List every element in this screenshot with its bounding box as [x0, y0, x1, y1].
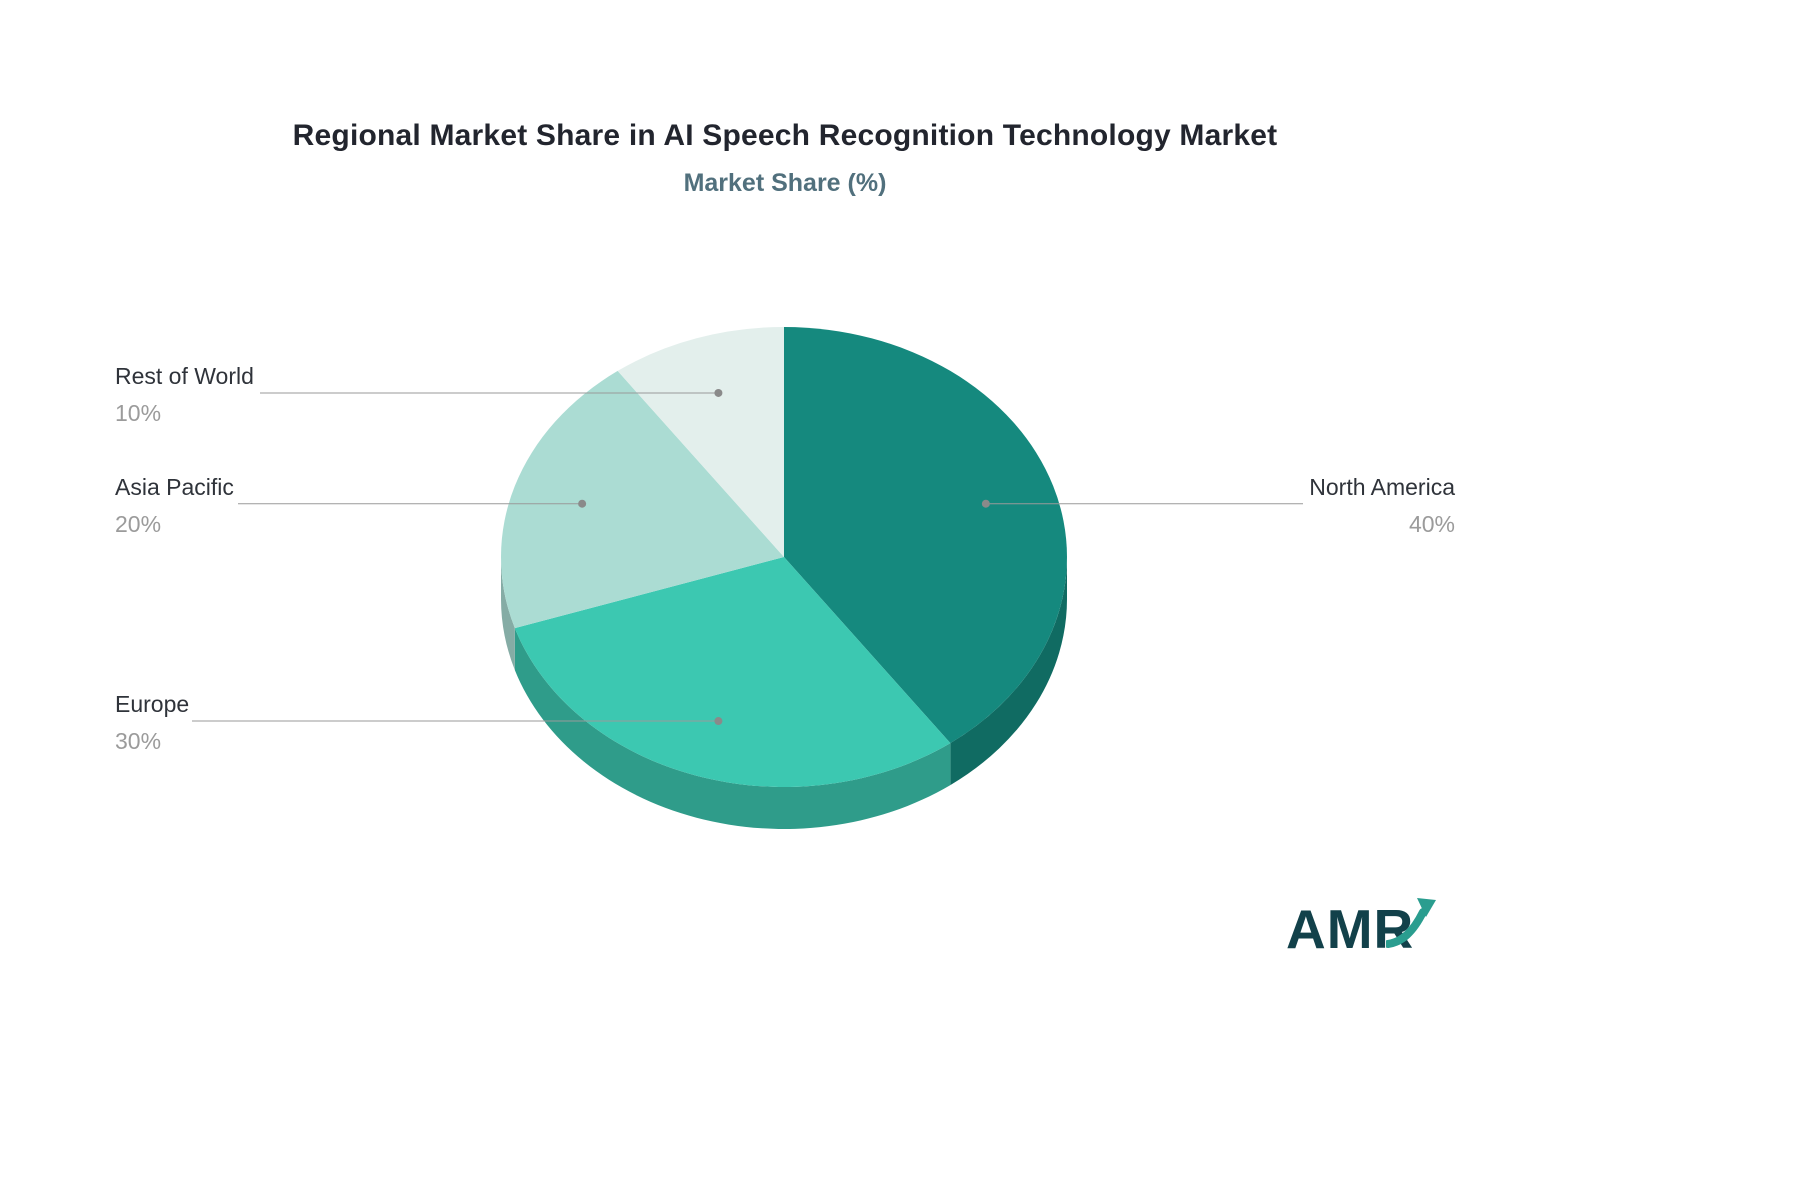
pie-slice-rest-of-world: [617, 327, 784, 557]
slice-label-europe: Europe 30%: [115, 690, 189, 755]
slice-label-asia-pacific: Asia Pacific 20%: [115, 473, 234, 538]
pie-slice-side-north-america: [950, 557, 1067, 786]
pie-slice-europe: [514, 557, 951, 787]
amr-logo-text: AMR: [1286, 898, 1415, 960]
slice-label-name: Europe: [115, 691, 190, 718]
slice-label-percent: 40%: [1408, 510, 1455, 537]
pie-slice-north-america: [784, 327, 1067, 744]
chart-header: Regional Market Share in AI Speech Recog…: [0, 0, 1570, 198]
slice-label-percent: 30%: [115, 728, 162, 755]
slice-label-percent: 10%: [115, 399, 162, 426]
leader-dot-north-america: [981, 499, 990, 508]
pie-slice-side-europe: [514, 628, 951, 829]
slice-label-north-america: North America 40%: [1309, 473, 1455, 538]
slice-label-name: Asia Pacific: [115, 473, 234, 500]
slice-label-name: North America: [1309, 473, 1455, 500]
slice-label-percent: 20%: [115, 510, 162, 537]
amr-logo: AMR: [1286, 898, 1466, 964]
leader-dot-europe: [714, 717, 723, 726]
chart-title: Regional Market Share in AI Speech Recog…: [292, 119, 1278, 152]
amr-logo-arrow-icon: [1386, 898, 1436, 948]
pie-slice-side-asia-pacific: [501, 557, 515, 671]
pie-slice-asia-pacific: [501, 370, 784, 629]
leader-dot-rest-of-world: [714, 388, 723, 397]
slice-label-name: Rest of World: [115, 362, 254, 389]
chart-subtitle: Market Share (%): [683, 169, 887, 197]
leader-dot-asia-pacific: [578, 499, 587, 508]
slice-label-rest-of-world: Rest of World 10%: [115, 362, 254, 427]
